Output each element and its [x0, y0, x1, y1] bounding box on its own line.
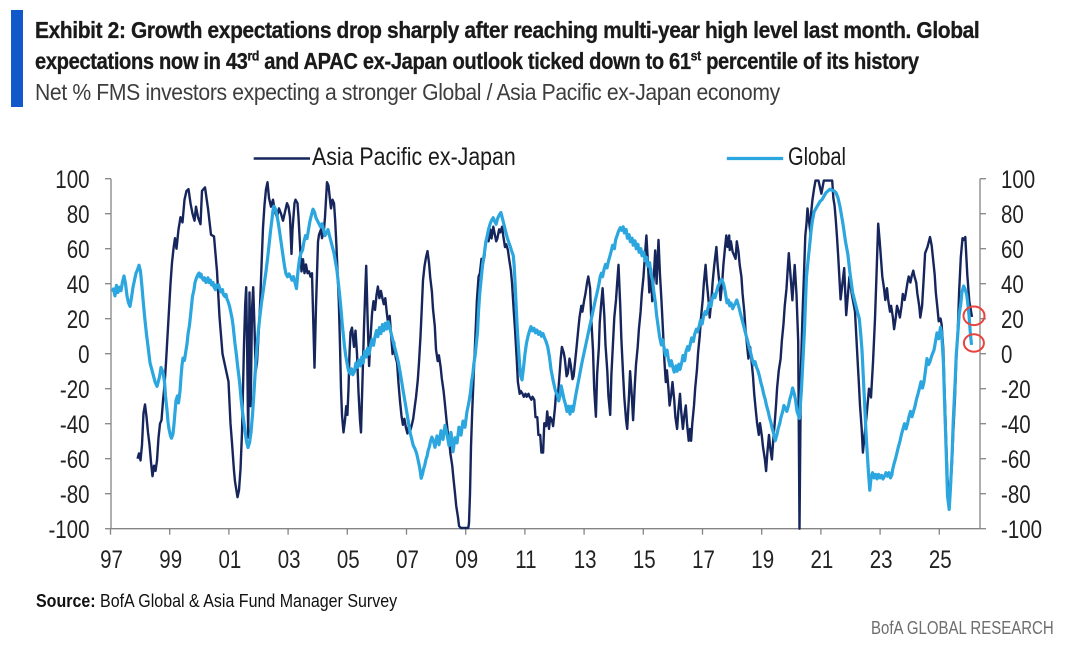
svg-text:97: 97: [100, 545, 123, 573]
svg-text:03: 03: [278, 545, 301, 573]
svg-text:11: 11: [515, 545, 536, 573]
svg-text:23: 23: [870, 545, 893, 573]
svg-text:-80: -80: [1001, 480, 1031, 508]
svg-text:40: 40: [67, 270, 90, 298]
svg-text:-60: -60: [1001, 445, 1031, 473]
svg-text:19: 19: [751, 545, 774, 573]
svg-text:60: 60: [67, 235, 90, 263]
svg-text:09: 09: [455, 545, 478, 573]
svg-text:-20: -20: [60, 375, 90, 403]
svg-text:17: 17: [692, 545, 715, 573]
svg-text:0: 0: [78, 340, 89, 368]
svg-text:20: 20: [1001, 305, 1024, 333]
svg-text:99: 99: [159, 545, 182, 573]
svg-text:100: 100: [1001, 165, 1035, 193]
svg-text:Global: Global: [788, 142, 846, 171]
svg-text:80: 80: [67, 200, 90, 228]
svg-text:-40: -40: [1001, 410, 1031, 438]
svg-text:-40: -40: [60, 410, 90, 438]
svg-text:-100: -100: [1001, 515, 1042, 543]
svg-text:40: 40: [1001, 270, 1024, 298]
svg-text:100: 100: [55, 165, 89, 193]
svg-text:-80: -80: [60, 480, 90, 508]
svg-text:-100: -100: [48, 515, 89, 543]
svg-text:Asia Pacific ex-Japan: Asia Pacific ex-Japan: [312, 142, 516, 170]
svg-text:25: 25: [929, 545, 952, 573]
svg-text:13: 13: [574, 545, 597, 573]
svg-text:80: 80: [1001, 200, 1024, 228]
svg-text:-20: -20: [1001, 375, 1031, 403]
svg-text:21: 21: [810, 545, 833, 573]
svg-text:01: 01: [218, 545, 241, 573]
svg-text:0: 0: [1001, 340, 1012, 368]
svg-text:07: 07: [396, 545, 419, 573]
svg-text:-60: -60: [60, 445, 90, 473]
svg-text:60: 60: [1001, 235, 1024, 263]
svg-text:05: 05: [337, 545, 360, 573]
svg-text:20: 20: [67, 305, 90, 333]
svg-text:15: 15: [633, 545, 656, 573]
